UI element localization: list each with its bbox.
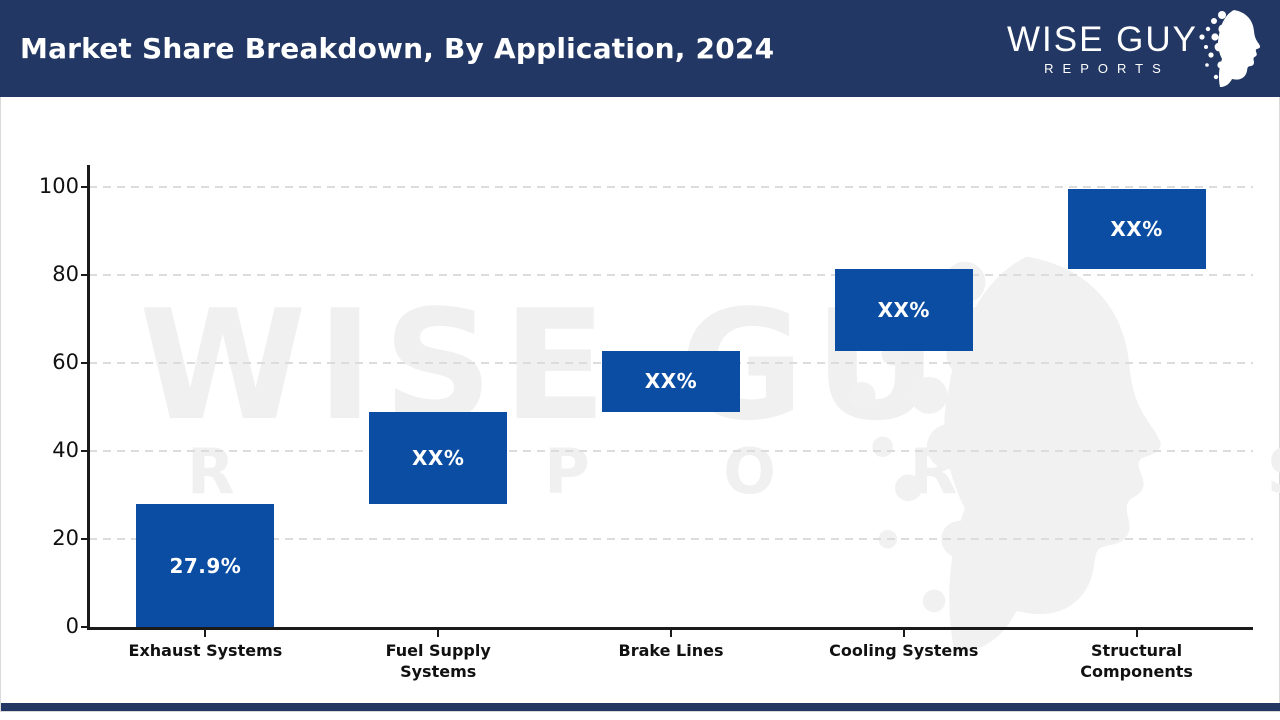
bar-value-label: XX% [877,297,930,322]
y-gridline [89,274,1253,276]
y-tick-mark [81,626,89,628]
category-label: Cooling Systems [829,641,979,660]
y-tick-label: 0 [65,614,79,638]
y-gridline [89,450,1253,452]
x-tick-mark [902,629,905,637]
y-tick-mark [81,450,89,452]
x-tick-mark [204,629,207,637]
bar: XX% [369,412,508,505]
bar: XX% [834,269,973,351]
y-tick-mark [81,362,89,364]
category-label: Fuel Supply Systems [385,641,491,681]
y-tick-label: 80 [52,262,79,286]
y-gridline [89,538,1253,540]
page-title: Market Share Breakdown, By Application, … [20,32,775,65]
bar-value-label: XX% [644,369,698,394]
footer-bar [1,703,1280,711]
x-tick-mark [437,629,440,637]
category-label: Exhaust Systems [128,641,283,660]
bar: XX% [1067,188,1206,270]
x-axis-line [87,627,1253,630]
y-tick-label: 100 [38,174,79,198]
plot-area: 0 20 40 60 80 100 27.9% Exhaust Systems XX% Fuel … [1,97,1280,712]
y-tick-label: 20 [52,526,79,550]
x-tick-mark [1135,629,1138,637]
wiseguy-logo: WISE GUY REPORTS [1007,7,1266,91]
header-bar: Market Share Breakdown, By Application, … [0,0,1280,97]
y-tick-mark [81,538,89,540]
y-tick-mark [81,186,89,188]
category-label: Brake Lines [618,641,724,660]
bar-value-label: 27.9% [169,553,242,578]
y-tick-label: 60 [52,350,79,374]
bar: XX% [602,350,740,413]
bar: 27.9% [136,504,275,627]
wiseguy-head-icon [1199,9,1261,87]
chart-canvas: WISE GUY R E P O R T S 0 20 40 60 80 100 27.9%… [0,97,1280,712]
category-label: Structural Components [1080,641,1193,681]
logo-wordmark: WISE GUY [1006,19,1198,59]
y-tick-mark [81,274,89,276]
bar-value-label: XX% [1110,217,1163,241]
y-axis-line [87,165,90,629]
bar-value-label: XX% [411,446,465,471]
logo-subtitle: REPORTS [1044,60,1170,76]
y-gridline [89,186,1253,188]
y-tick-label: 40 [52,438,79,462]
x-tick-mark [670,629,672,637]
